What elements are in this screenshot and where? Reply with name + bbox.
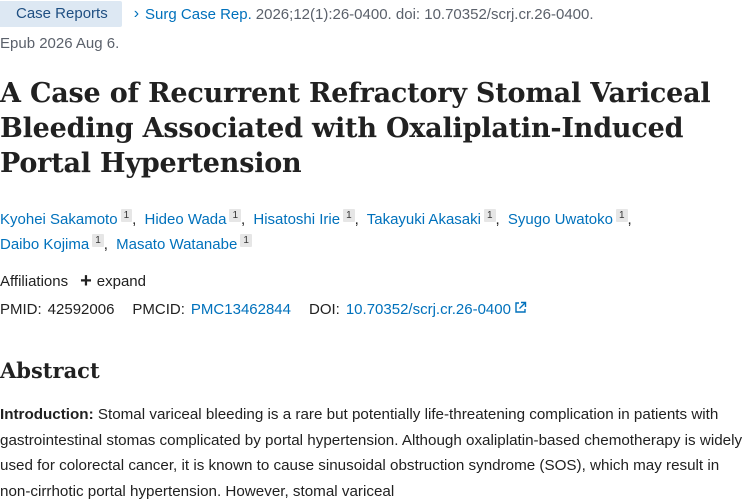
author-link[interactable]: Syugo Uwatoko — [507, 211, 613, 228]
pmid-value: 42592006 — [47, 301, 115, 318]
abstract-heading: Abstract — [0, 358, 100, 383]
identifiers-row: PMID: 42592006 PMCID: PMC13462844 DOI: 1… — [0, 301, 527, 318]
author-item: Takayuki Akasaki 1 — [366, 209, 496, 228]
affiliation-marker[interactable]: 1 — [229, 209, 242, 222]
author-link[interactable]: Hideo Wada — [144, 211, 227, 228]
author-link[interactable]: Masato Watanabe — [116, 236, 238, 253]
affiliation-marker[interactable]: 1 — [120, 209, 133, 222]
author-list: Kyohei Sakamoto 1, Hideo Wada 1, Hisatoshi… — [0, 209, 632, 253]
plus-icon: + — [80, 270, 92, 292]
author-item: Hideo Wada 1 — [144, 209, 242, 228]
article-title: A Case of Recurrent Refractory Stomal Va… — [0, 78, 711, 179]
affiliation-marker[interactable]: 1 — [615, 209, 628, 222]
affiliation-marker[interactable]: 1 — [483, 209, 496, 222]
author-item: Kyohei Sakamoto 1 — [0, 209, 133, 228]
doi-label: DOI: — [309, 301, 340, 318]
affiliation-marker[interactable]: 1 — [92, 234, 104, 247]
affiliation-marker[interactable]: 1 — [240, 234, 252, 247]
author-item: Hisatoshi Irie 1 — [253, 209, 355, 228]
affiliations-row: Affiliations + expand — [0, 270, 146, 292]
affiliation-marker[interactable]: 1 — [343, 209, 355, 222]
chevron-right-icon[interactable]: › — [133, 5, 140, 22]
citation-bar: Case Reports › Surg Case Rep. 2026;12(1)… — [0, 0, 594, 28]
author-link[interactable]: Takayuki Akasaki — [366, 211, 481, 228]
epub-date: Epub 2026 Aug 6. — [0, 35, 120, 52]
external-link-icon[interactable] — [514, 301, 527, 318]
introduction-label: Introduction: — [0, 406, 94, 423]
pmid-label: PMID: — [0, 301, 42, 318]
author-item: Syugo Uwatoko 1 — [507, 209, 628, 228]
pmcid-label: PMCID: — [132, 301, 185, 318]
expand-affiliations-button[interactable]: + expand — [80, 270, 146, 292]
author-link[interactable]: Hisatoshi Irie — [253, 211, 341, 228]
author-link[interactable]: Daibo Kojima — [0, 236, 90, 253]
affiliations-label: Affiliations — [0, 273, 69, 290]
expand-label: expand — [96, 273, 146, 290]
introduction-text: Stomal variceal bleeding is a rare but p… — [0, 406, 743, 500]
pmcid-link[interactable]: PMC13462844 — [190, 301, 291, 318]
author-item: Daibo Kojima 1 — [0, 234, 104, 253]
article-type-badge: Case Reports — [0, 1, 122, 27]
journal-link[interactable]: Surg Case Rep. — [145, 5, 252, 23]
abstract-paragraph: Introduction: Stomal variceal bleeding i… — [0, 402, 745, 500]
citation-text: 2026;12(1):26-0400. doi: 10.70352/scrj.c… — [255, 5, 594, 23]
author-item: Masato Watanabe 1 — [116, 234, 252, 253]
doi-link[interactable]: 10.70352/scrj.cr.26-0400 — [345, 301, 511, 318]
author-link[interactable]: Kyohei Sakamoto — [0, 211, 118, 228]
